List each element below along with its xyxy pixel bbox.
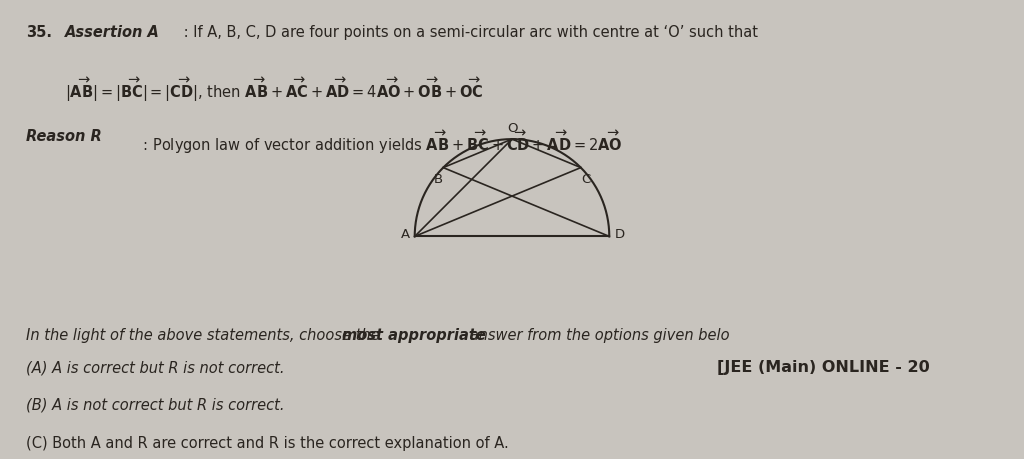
Text: A: A: [400, 228, 410, 241]
Text: B: B: [433, 173, 442, 186]
Text: O: O: [507, 122, 517, 134]
Text: 35.: 35.: [26, 25, 51, 40]
Text: $|\overrightarrow{\mathbf{AB}}| = |\overrightarrow{\mathbf{BC}}| = |\overrightar: $|\overrightarrow{\mathbf{AB}}| = |\over…: [65, 76, 483, 104]
Text: C: C: [582, 173, 591, 186]
Text: (B) A is not correct but R is correct.: (B) A is not correct but R is correct.: [26, 398, 284, 413]
Text: answer from the options given belo: answer from the options given belo: [465, 328, 729, 343]
Text: most appropriate: most appropriate: [342, 328, 485, 343]
Text: (C) Both A and R are correct and R is the correct explanation of A.: (C) Both A and R are correct and R is th…: [26, 436, 508, 451]
Text: Reason R: Reason R: [26, 129, 101, 144]
Text: [JEE (Main) ONLINE - 20: [JEE (Main) ONLINE - 20: [717, 360, 930, 375]
Text: : Polygon law of vector addition yields $\overrightarrow{\mathbf{AB}} + \overrig: : Polygon law of vector addition yields …: [138, 129, 623, 156]
Text: (A) A is correct but R is not correct.: (A) A is correct but R is not correct.: [26, 360, 284, 375]
Text: Assertion A: Assertion A: [65, 25, 160, 40]
Text: D: D: [614, 228, 625, 241]
Text: In the light of the above statements, choose the: In the light of the above statements, ch…: [26, 328, 384, 343]
Text: : If A, B, C, D are four points on a semi-circular arc with centre at ‘O’ such t: : If A, B, C, D are four points on a sem…: [179, 25, 758, 40]
